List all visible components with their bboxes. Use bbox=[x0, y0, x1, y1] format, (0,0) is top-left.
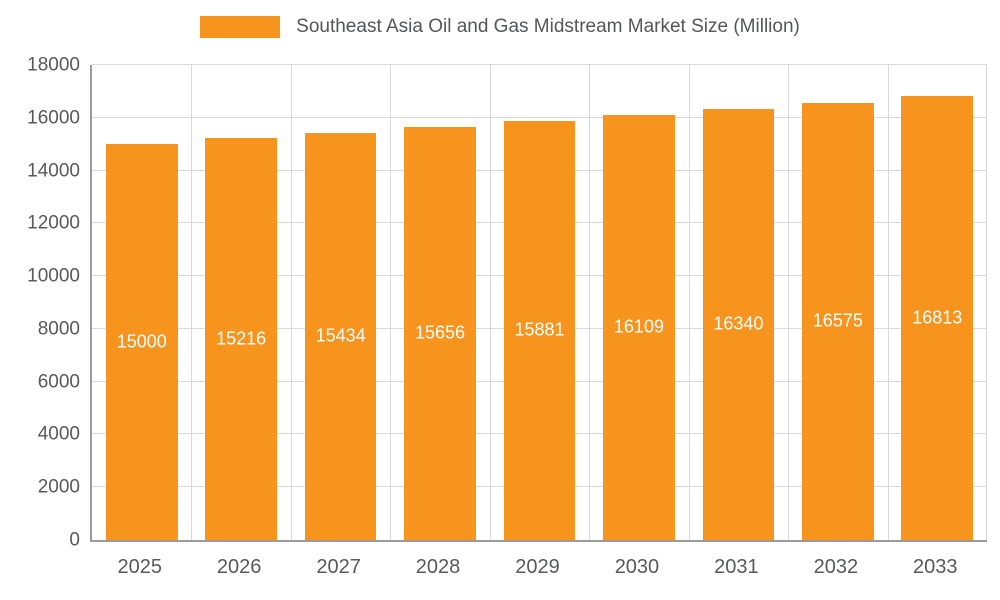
bar: 15000 bbox=[105, 144, 178, 540]
y-tick-label: 4000 bbox=[37, 423, 80, 445]
y-tick-label: 16000 bbox=[27, 107, 80, 129]
bar: 16575 bbox=[802, 102, 874, 540]
bar-value-label: 15216 bbox=[216, 328, 267, 349]
chart-title: Southeast Asia Oil and Gas Midstream Mar… bbox=[296, 16, 800, 37]
y-tick-label: 2000 bbox=[37, 476, 80, 498]
y-tick-label: 8000 bbox=[37, 318, 80, 340]
bar-value-label: 16575 bbox=[812, 310, 863, 331]
gridline-vertical bbox=[788, 65, 790, 540]
gridline-vertical bbox=[887, 65, 889, 540]
gridline-vertical bbox=[191, 65, 193, 540]
bar: 16813 bbox=[901, 96, 974, 540]
bar-value-label: 16340 bbox=[713, 313, 764, 334]
gridline-horizontal bbox=[92, 64, 987, 65]
bar: 15434 bbox=[304, 132, 377, 540]
bar: 16340 bbox=[702, 108, 775, 540]
gridline-vertical bbox=[390, 65, 392, 540]
bar: 15216 bbox=[205, 138, 277, 540]
gridline-vertical bbox=[986, 65, 987, 540]
x-tick-label: 2030 bbox=[614, 556, 660, 578]
x-tick-label: 2033 bbox=[913, 556, 958, 578]
gridline-vertical bbox=[589, 65, 591, 540]
y-tick-label: 0 bbox=[69, 529, 80, 551]
y-axis-labels: 0 2000 4000 6000 8000 10000 12000 14000 16000 180… bbox=[0, 56, 80, 550]
y-tick-label: 14000 bbox=[27, 160, 80, 182]
bar: 15881 bbox=[503, 120, 576, 540]
bar-value-label: 16813 bbox=[912, 307, 963, 328]
bar-value-label: 15434 bbox=[315, 325, 366, 346]
y-tick-label: 18000 bbox=[27, 54, 80, 76]
gridline-vertical bbox=[290, 65, 292, 540]
x-tick-label: 2029 bbox=[515, 556, 560, 578]
x-tick-label: 2028 bbox=[415, 556, 461, 578]
legend: Southeast Asia Oil and Gas Midstream Mar… bbox=[0, 16, 1000, 38]
x-tick-label: 2026 bbox=[216, 556, 262, 578]
x-tick-label: 2031 bbox=[714, 556, 759, 578]
y-tick-label: 12000 bbox=[27, 212, 80, 234]
x-axis-labels: 2025 2026 2027 2028 2029 2030 2031 2032 2033 bbox=[90, 548, 985, 588]
bar-value-label: 15656 bbox=[415, 322, 466, 343]
bar: 16109 bbox=[603, 114, 675, 540]
legend-swatch bbox=[200, 16, 281, 38]
x-tick-label: 2027 bbox=[316, 556, 361, 578]
gridline-vertical bbox=[489, 65, 491, 540]
gridline-vertical bbox=[688, 65, 690, 540]
plot-area: 15000 15216 15434 15656 15881 16109 16340 16575… bbox=[90, 64, 987, 542]
x-tick-label: 2032 bbox=[813, 556, 859, 578]
y-tick-label: 6000 bbox=[37, 371, 80, 393]
y-tick-label: 10000 bbox=[27, 265, 80, 287]
x-tick-label: 2025 bbox=[117, 556, 162, 578]
gridline-horizontal bbox=[92, 116, 987, 118]
bar-value-label: 16109 bbox=[613, 316, 664, 337]
bar-value-label: 15000 bbox=[116, 331, 167, 352]
bar: 15656 bbox=[404, 126, 476, 540]
bar-value-label: 15881 bbox=[514, 319, 565, 340]
